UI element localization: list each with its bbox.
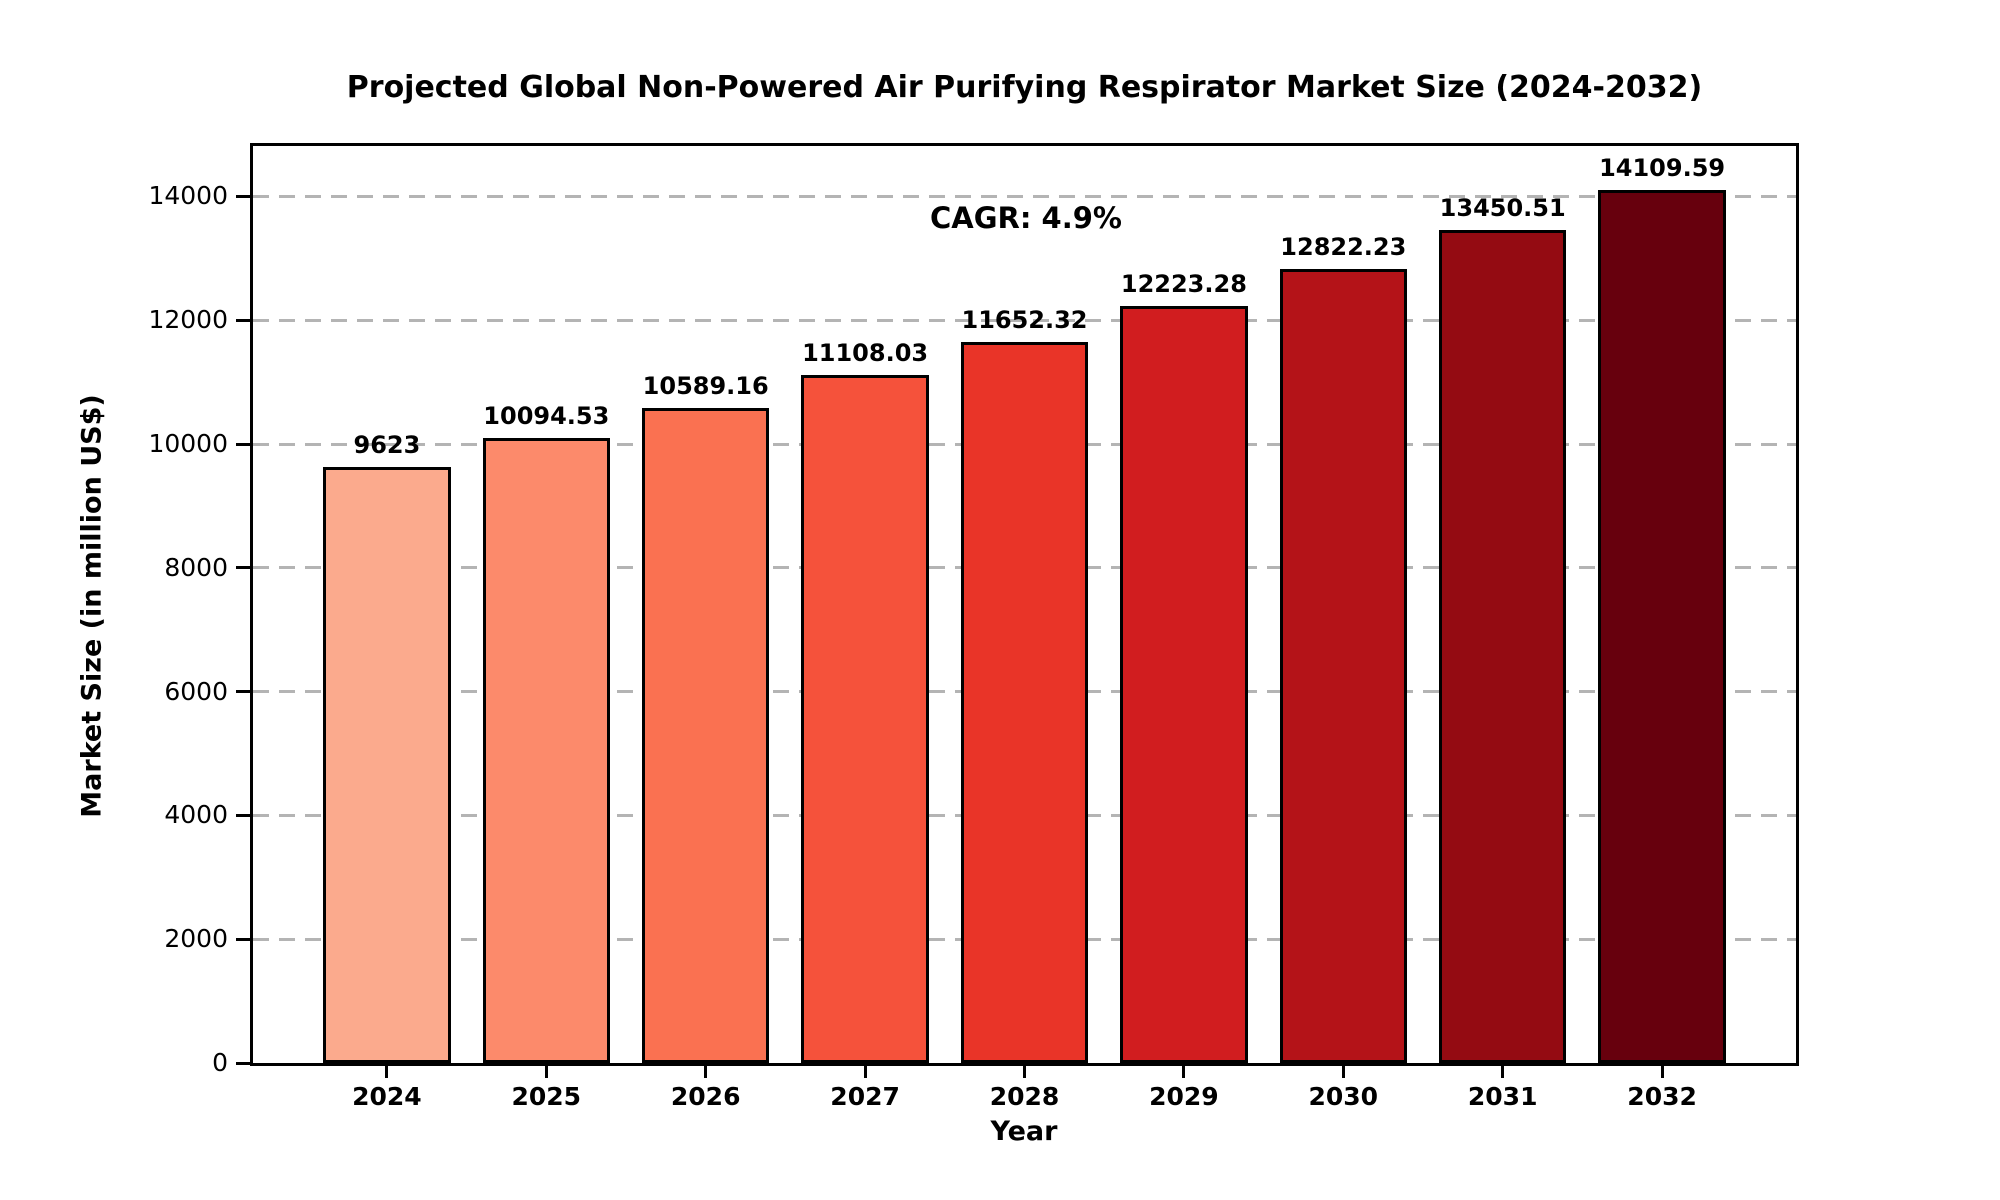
x-tick-label-2032: 2032 [1627, 1082, 1697, 1111]
x-tick-mark-2029 [1182, 1066, 1186, 1078]
x-tick-mark-2028 [1023, 1066, 1026, 1078]
bar-value-label-2027: 11108.03 [802, 339, 929, 368]
bar-value-label-2031: 13450.51 [1439, 194, 1566, 223]
gridline-14000 [253, 194, 1796, 198]
plot-area: 9623 10094.53 10589.16 11108.03 11652.32 1222… [250, 143, 1799, 1066]
bar-2029 [1120, 306, 1248, 1063]
y-tick-mark-2000 [236, 937, 250, 941]
x-tick-mark-2026 [704, 1066, 708, 1078]
bar-2026 [641, 407, 770, 1063]
y-tick-mark-8000 [236, 566, 250, 570]
y-tick-mark-4000 [236, 813, 250, 817]
bar-2024 [323, 467, 451, 1063]
y-tick-label-4000: 4000 [164, 800, 228, 830]
x-tick-label-2027: 2027 [830, 1082, 900, 1111]
y-tick-mark-6000 [236, 690, 250, 694]
x-tick-label-2029: 2029 [1149, 1082, 1219, 1111]
x-tick-label-2026: 2026 [670, 1082, 741, 1111]
bar-value-label-2032: 14109.59 [1599, 153, 1726, 182]
bar-2028 [960, 341, 1089, 1063]
chart-title: Projected Global Non-Powered Air Purifyi… [346, 70, 1703, 105]
y-tick-label-0: 0 [212, 1048, 228, 1077]
bar-value-label-2026: 10589.16 [642, 371, 769, 400]
bar-value-label-2030: 12822.23 [1280, 233, 1407, 262]
y-tick-label-14000: 14000 [148, 181, 228, 211]
bar-2027 [801, 375, 929, 1063]
x-tick-mark-2031 [1501, 1066, 1505, 1078]
bar-value-label-2024: 9623 [353, 431, 421, 460]
bar-2031 [1438, 230, 1567, 1063]
x-tick-label-2028: 2028 [989, 1082, 1060, 1111]
x-tick-label-2031: 2031 [1467, 1082, 1538, 1111]
y-tick-mark-12000 [236, 318, 250, 322]
bar-2025 [482, 438, 611, 1063]
x-tick-mark-2030 [1341, 1066, 1345, 1078]
x-tick-label-2025: 2025 [511, 1082, 582, 1111]
y-tick-mark-14000 [236, 194, 250, 198]
x-tick-label-2024: 2024 [352, 1082, 422, 1111]
gridline-12000 [253, 318, 1796, 322]
x-tick-label-2030: 2030 [1308, 1082, 1379, 1111]
cagr-annotation: CAGR: 4.9% [930, 201, 1122, 235]
bar-value-label-2025: 10094.53 [483, 402, 610, 431]
y-tick-mark-10000 [236, 442, 250, 446]
bar-2032 [1598, 189, 1726, 1063]
x-axis-label: Year [990, 1116, 1058, 1147]
y-tick-label-8000: 8000 [164, 552, 228, 582]
x-tick-mark-2024 [385, 1066, 389, 1078]
bar-2030 [1279, 269, 1408, 1063]
x-tick-mark-2025 [544, 1066, 548, 1078]
y-tick-label-10000: 10000 [148, 429, 228, 459]
x-tick-mark-2032 [1660, 1066, 1664, 1078]
y-tick-label-12000: 12000 [148, 305, 228, 335]
y-tick-label-2000: 2000 [164, 924, 228, 954]
bar-value-label-2028: 11652.32 [961, 305, 1088, 334]
y-tick-label-6000: 6000 [164, 676, 228, 706]
bar-value-label-2029: 12223.28 [1120, 270, 1247, 299]
x-tick-mark-2027 [863, 1066, 867, 1078]
y-tick-mark-0 [236, 1061, 250, 1065]
